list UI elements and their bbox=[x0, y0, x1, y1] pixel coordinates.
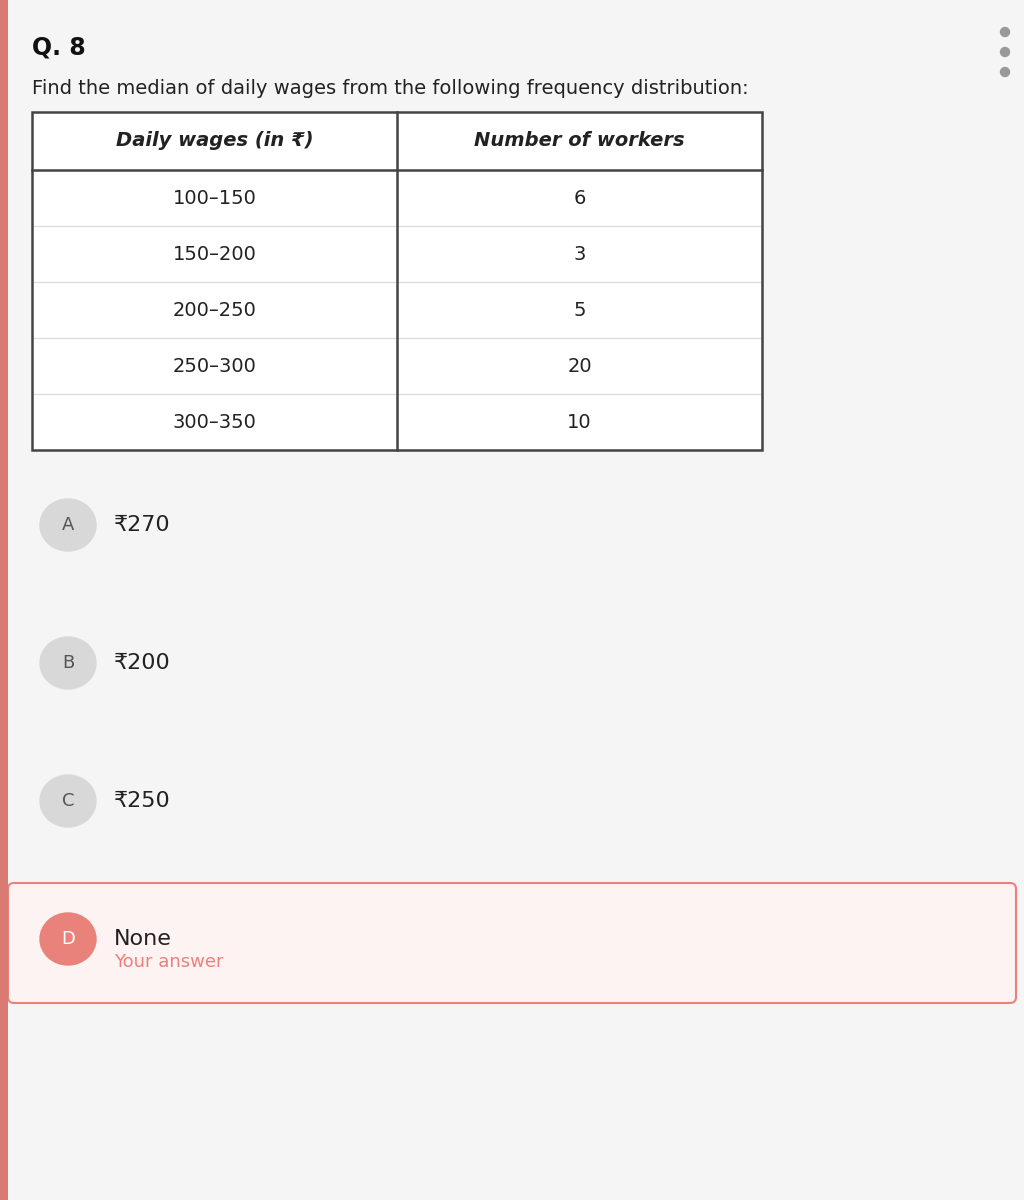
Text: 100–150: 100–150 bbox=[173, 188, 256, 208]
Text: 3: 3 bbox=[573, 245, 586, 264]
Text: A: A bbox=[61, 516, 74, 534]
Bar bbox=[32, 112, 762, 450]
Bar bbox=[0, 0, 8, 1200]
Text: Number of workers: Number of workers bbox=[474, 132, 685, 150]
Text: 20: 20 bbox=[567, 356, 592, 376]
Text: D: D bbox=[61, 930, 75, 948]
Bar bbox=[32, 112, 762, 450]
Text: ₹250: ₹250 bbox=[114, 791, 171, 811]
Text: C: C bbox=[61, 792, 75, 810]
Text: Q. 8: Q. 8 bbox=[32, 36, 86, 60]
Text: Your answer: Your answer bbox=[114, 953, 223, 971]
Ellipse shape bbox=[40, 499, 96, 551]
Text: None: None bbox=[114, 929, 172, 949]
Circle shape bbox=[1000, 48, 1010, 56]
Text: B: B bbox=[61, 654, 74, 672]
Text: 200–250: 200–250 bbox=[173, 300, 256, 319]
Ellipse shape bbox=[40, 775, 96, 827]
Ellipse shape bbox=[40, 637, 96, 689]
Text: 10: 10 bbox=[567, 413, 592, 432]
Text: 300–350: 300–350 bbox=[173, 413, 256, 432]
FancyBboxPatch shape bbox=[8, 883, 1016, 1003]
Text: ₹270: ₹270 bbox=[114, 515, 171, 535]
Ellipse shape bbox=[40, 913, 96, 965]
Text: 250–300: 250–300 bbox=[173, 356, 256, 376]
Circle shape bbox=[1000, 67, 1010, 77]
Text: 150–200: 150–200 bbox=[173, 245, 256, 264]
Text: Daily wages (in ₹): Daily wages (in ₹) bbox=[116, 132, 313, 150]
Text: ₹200: ₹200 bbox=[114, 653, 171, 673]
Text: Find the median of daily wages from the following frequency distribution:: Find the median of daily wages from the … bbox=[32, 78, 749, 97]
Text: 5: 5 bbox=[573, 300, 586, 319]
Circle shape bbox=[1000, 28, 1010, 36]
Text: 6: 6 bbox=[573, 188, 586, 208]
